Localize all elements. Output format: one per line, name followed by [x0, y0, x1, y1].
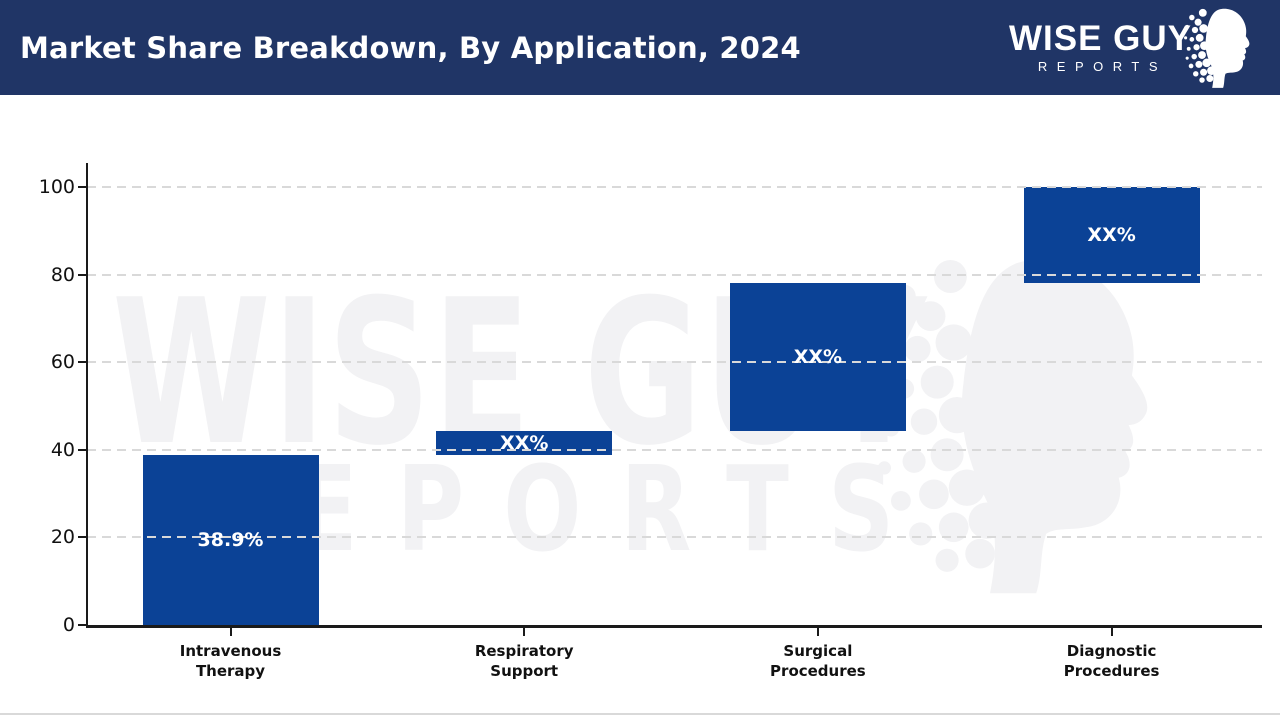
y-tick-label: 60	[50, 351, 75, 374]
watermark-face-icon	[871, 259, 1148, 594]
gridline	[87, 186, 1262, 188]
gridline	[87, 361, 1262, 364]
plot-area: 0 20 40 60 80 100 38.9% XX% XX% XX% Intravenous The…	[0, 95, 1280, 713]
gridline	[87, 448, 1262, 451]
bar	[142, 454, 319, 625]
gridline	[87, 273, 1262, 276]
bar	[1023, 187, 1200, 284]
header-bar: Market Share Breakdown, By Application, …	[0, 0, 1280, 95]
gridline	[87, 536, 1262, 539]
x-tick-label: Diagnostic Procedures	[1063, 642, 1160, 680]
y-tick-label: 20	[50, 526, 75, 549]
x-axis-tick	[1110, 628, 1113, 636]
y-axis-tick	[78, 536, 86, 539]
x-axis-tick	[229, 628, 232, 636]
x-axis-line	[86, 625, 1262, 628]
y-tick-label: 80	[50, 263, 75, 286]
x-axis-tick	[816, 628, 819, 636]
y-axis-tick	[78, 361, 86, 364]
logo-wordmark: WISE GUY REPORTS	[1008, 18, 1192, 74]
x-tick-label: Respiratory Support	[474, 642, 574, 680]
brand-logo: WISE GUY REPORTS	[1009, 5, 1262, 91]
y-axis-tick	[78, 186, 86, 188]
logo-primary-text: WISE GUY	[1008, 18, 1192, 58]
logo-face-icon	[1184, 8, 1250, 88]
logo-secondary-text: REPORTS	[1037, 58, 1168, 74]
y-tick-label: 0	[62, 614, 75, 636]
bar	[729, 283, 906, 431]
y-axis-line	[86, 163, 88, 628]
chart-canvas: WISE GUY REPORTS 0 20 40 60 80 100 38.9% XX% XX%…	[0, 95, 1280, 713]
x-tick-label: Surgical Procedures	[770, 642, 866, 680]
y-axis-tick	[78, 448, 86, 451]
y-axis-tick	[78, 273, 86, 276]
bar-value-label: 38.9%	[197, 528, 264, 551]
x-tick-label: Intravenous Therapy	[179, 642, 282, 680]
bar-value-label: XX%	[500, 431, 549, 454]
y-tick-label: 40	[50, 438, 75, 461]
chart-title: Market Share Breakdown, By Application, …	[20, 30, 801, 65]
y-axis-tick	[78, 624, 86, 626]
x-axis-tick	[523, 628, 526, 636]
bar-value-label: XX%	[793, 345, 843, 368]
y-tick-label: 100	[38, 176, 75, 198]
bar-value-label: XX%	[1087, 224, 1136, 247]
bottom-border	[0, 713, 1280, 715]
